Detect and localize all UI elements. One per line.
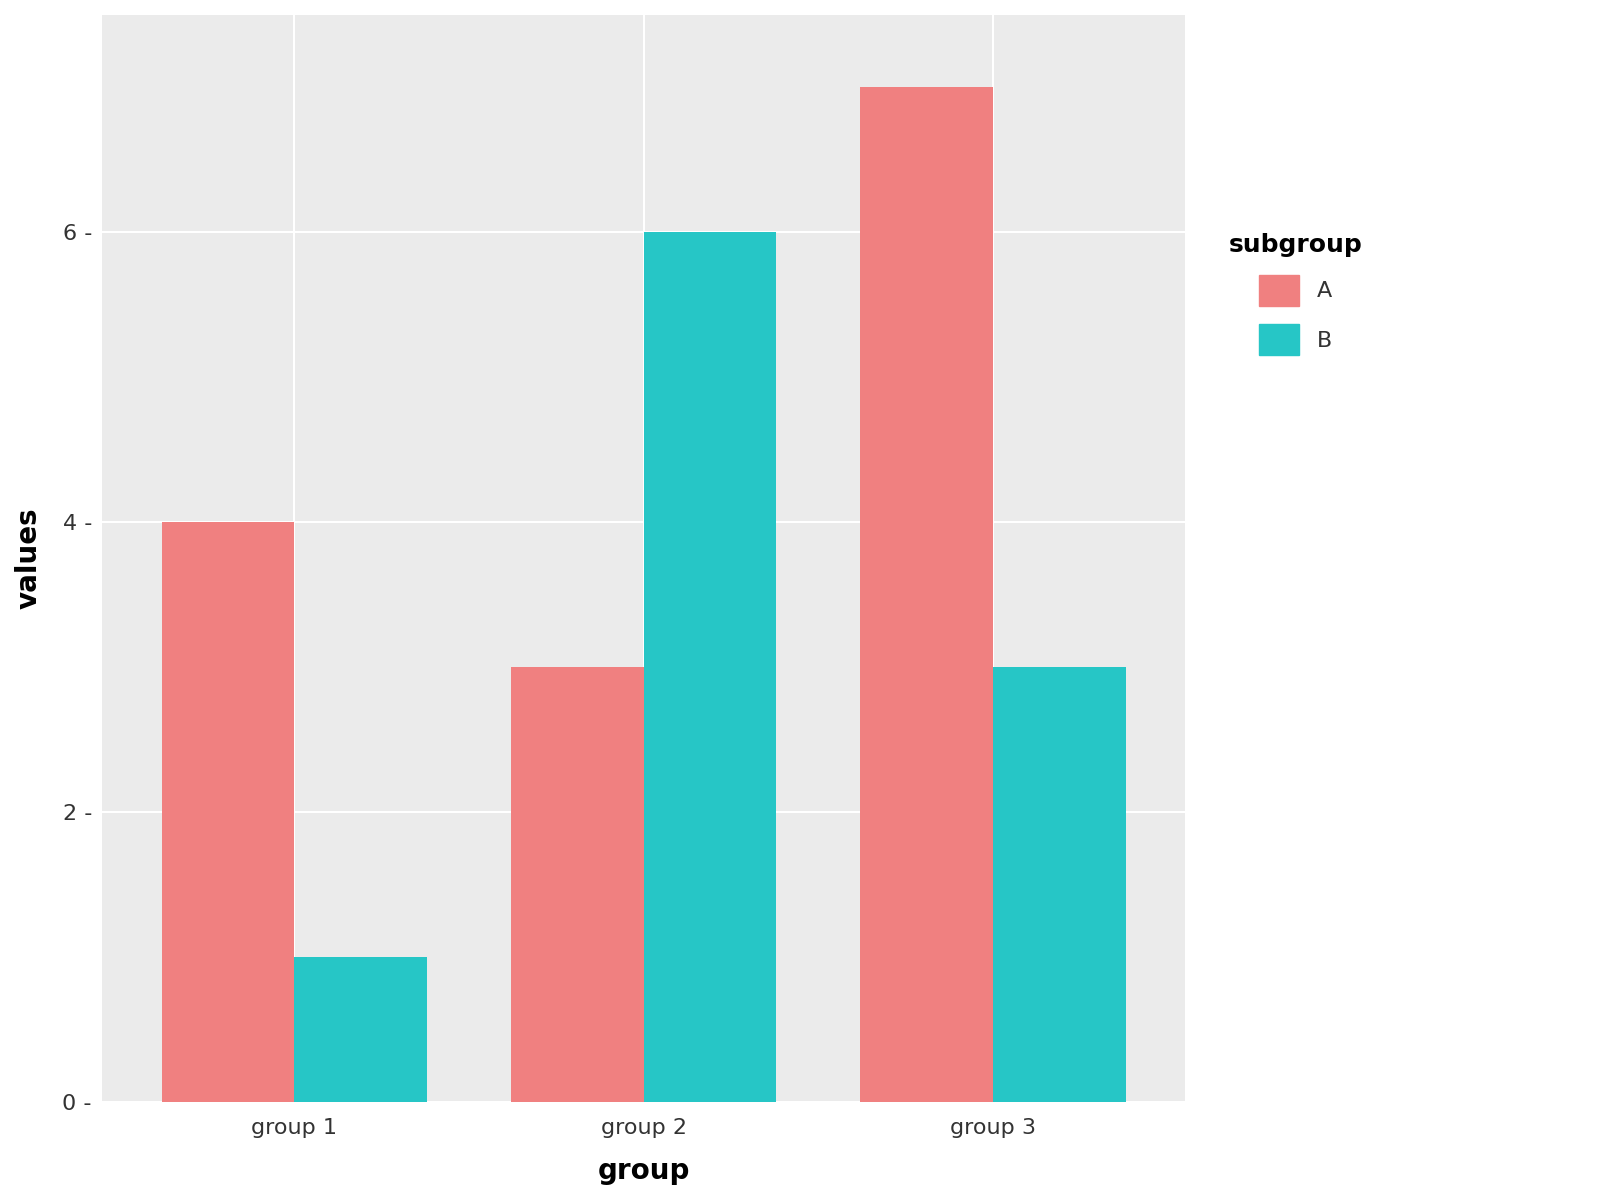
Bar — [294, 956, 427, 1102]
Bar — [643, 233, 776, 1102]
Y-axis label: values: values — [14, 508, 43, 610]
Bar — [861, 88, 994, 1102]
Bar — [162, 522, 294, 1102]
X-axis label: group: group — [597, 1157, 690, 1184]
Bar — [994, 667, 1126, 1102]
Legend: A, B: A, B — [1218, 222, 1374, 366]
Bar — [510, 667, 643, 1102]
